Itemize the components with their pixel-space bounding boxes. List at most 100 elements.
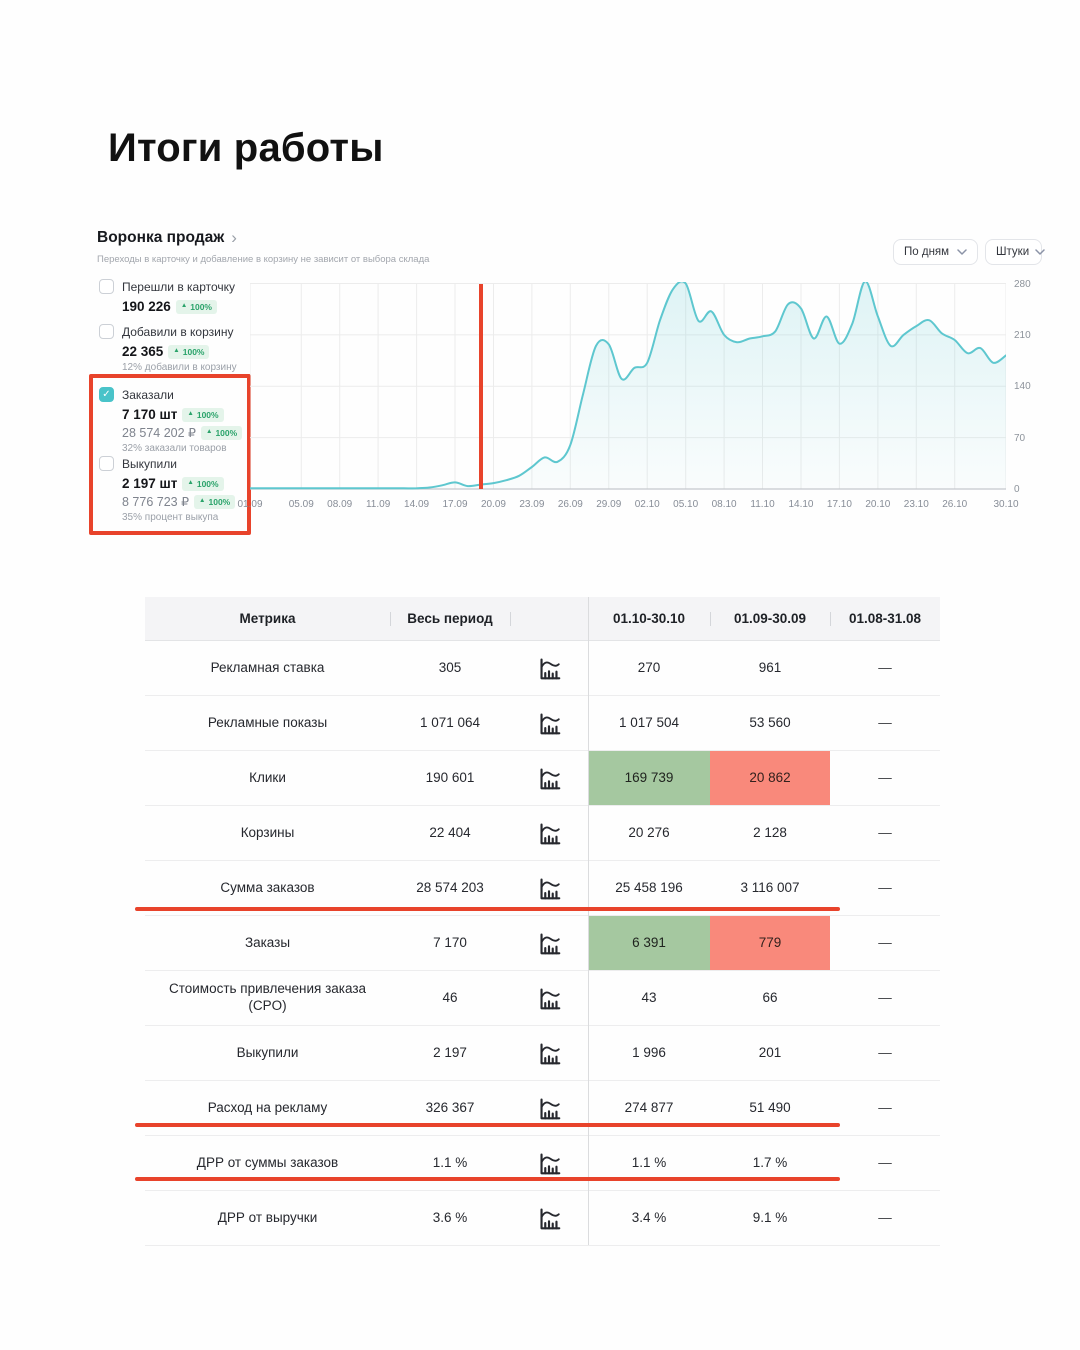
badge-value: 100% <box>208 496 231 507</box>
x-axis-label: 08.09 <box>327 499 353 510</box>
cell-total: 326 367 <box>425 1099 475 1115</box>
funnel-metric-head: Выкупили <box>99 456 264 471</box>
units-dropdown[interactable]: Штуки <box>985 239 1045 265</box>
cell-period-oct: 25 458 196 <box>615 879 683 895</box>
metric-checkbox[interactable] <box>99 279 114 294</box>
cell-period-aug: — <box>878 934 892 950</box>
x-axis-label: 26.10 <box>942 499 968 510</box>
chart-icon <box>540 933 561 955</box>
chart-icon-button[interactable] <box>518 971 580 1025</box>
cell-chart <box>510 806 588 860</box>
growth-badge: ▲ 100% <box>182 476 224 491</box>
units-dropdown-label: Штуки <box>996 246 1030 258</box>
metric-checkbox[interactable]: ✓ <box>99 387 114 402</box>
chart-icon-button[interactable] <box>518 806 580 860</box>
header-total[interactable]: Весь период <box>390 597 510 640</box>
header-period-sep[interactable]: 01.09-30.09 <box>710 597 830 640</box>
period-dropdown[interactable]: По дням <box>893 239 978 265</box>
cell-period-aug: — <box>878 659 892 675</box>
chart-icon-button[interactable] <box>518 1081 580 1135</box>
cell-chart <box>510 1191 588 1245</box>
chart-icon <box>540 713 561 735</box>
badge-up-arrow-icon: ▲ <box>199 497 206 505</box>
growth-badge: ▲ 100% <box>194 494 236 509</box>
table-row: Заказы 7 170 6 391 779 — <box>145 915 940 970</box>
cell-period-oct: 1 996 <box>632 1044 666 1060</box>
funnel-metric: Выкупили 2 197 шт ▲ 100% 8 776 723 ₽ ▲ 100% 35%… <box>99 456 264 523</box>
badge-up-arrow-icon: ▲ <box>187 410 194 418</box>
metric-caption: 35% процент выкупа <box>122 512 219 523</box>
cell-chart <box>510 751 588 805</box>
metric-label: Выкупили <box>122 456 177 471</box>
cell-period-sep: 66 <box>762 989 778 1005</box>
chart-icon-button[interactable] <box>518 916 580 970</box>
annotation-underline <box>135 1177 840 1181</box>
cell-total: 46 <box>442 989 458 1005</box>
x-axis-label: 11.09 <box>365 499 391 510</box>
chart-icon-button[interactable] <box>518 641 580 695</box>
cell-period-oct: 274 877 <box>624 1099 674 1115</box>
x-axis-label: 05.10 <box>673 499 699 510</box>
cell-period-aug: — <box>878 879 892 895</box>
cell-period-sep: 779 <box>710 916 830 970</box>
badge-value: 100% <box>190 301 212 312</box>
header-period-oct[interactable]: 01.10-30.10 <box>612 611 686 626</box>
funnel-metric: Добавили в корзину 22 365 ▲ 100% 12% добавил… <box>99 324 264 373</box>
chart-icon-button[interactable] <box>518 1026 580 1080</box>
cell-period-aug: — <box>878 714 892 730</box>
cell-metric: ДРР от суммы заказов <box>196 1154 339 1170</box>
growth-badge: ▲ 100% <box>175 299 217 314</box>
y-axis-label: 210 <box>1014 329 1031 341</box>
badge-value: 100% <box>196 409 219 420</box>
metric-value: 28 574 202 ₽ <box>122 426 196 440</box>
x-axis-label: 26.09 <box>557 499 583 510</box>
cell-chart <box>510 1136 588 1190</box>
badge-up-arrow-icon: ▲ <box>173 347 180 355</box>
chart-icon-button[interactable] <box>518 1136 580 1190</box>
table-row: Рекламная ставка 305 270 961 — <box>145 641 940 695</box>
chart-icon-button[interactable] <box>518 696 580 750</box>
metric-label: Заказали <box>122 387 174 402</box>
metric-label: Добавили в корзину <box>122 324 234 339</box>
badge-value: 100% <box>196 478 219 489</box>
metric-checkbox[interactable] <box>99 324 114 339</box>
metric-checkbox[interactable] <box>99 456 114 471</box>
chart-icon-button[interactable] <box>518 861 580 915</box>
chart-icon-button[interactable] <box>518 751 580 805</box>
y-axis-label: 0 <box>1014 484 1020 495</box>
chevron-right-icon[interactable]: › <box>231 227 237 247</box>
cell-period-sep: 9.1 % <box>752 1209 788 1225</box>
cell-chart <box>510 916 588 970</box>
table-header-row: Метрика Весь период 01.10-30.10 01.09-30… <box>145 597 940 641</box>
chevron-down-icon <box>1035 249 1045 255</box>
sales-chart[interactable] <box>249 280 1007 490</box>
cell-total: 22 404 <box>429 824 471 840</box>
annotation-vline <box>479 284 483 489</box>
badge-value: 100% <box>215 427 238 438</box>
cell-chart <box>510 696 588 750</box>
cell-total: 7 170 <box>433 934 467 950</box>
x-axis-label: 14.09 <box>404 499 430 510</box>
metric-caption: 32% заказали товаров <box>122 443 227 454</box>
x-axis-label: 23.09 <box>519 499 545 510</box>
funnel-title[interactable]: Воронка продаж <box>97 229 225 246</box>
funnel-subtitle: Переходы в карточку и добавление в корзи… <box>97 254 430 265</box>
cell-metric: Корзины <box>240 824 295 840</box>
chart-area <box>250 281 1006 489</box>
funnel-metric-head: ✓ Заказали <box>99 387 264 402</box>
chart-icon <box>540 1208 561 1230</box>
cell-metric: Выкупили <box>236 1044 299 1060</box>
badge-up-arrow-icon: ▲ <box>187 479 194 487</box>
cell-period-oct: 1.1 % <box>631 1154 667 1170</box>
x-axis-label: 17.10 <box>826 499 852 510</box>
chart-icon-button[interactable] <box>518 1191 580 1245</box>
table-row: Выкупили 2 197 1 996 201 — <box>145 1025 940 1080</box>
cell-period-sep: 53 560 <box>749 714 791 730</box>
growth-badge: ▲ 100% <box>182 407 224 422</box>
header-period-aug[interactable]: 01.08-31.08 <box>830 597 940 640</box>
metric-value-line: 2 197 шт ▲ 100% <box>122 476 264 491</box>
funnel-header: Воронка продаж › Переходы в карточку и д… <box>97 227 430 266</box>
x-axis-label: 17.09 <box>442 499 468 510</box>
y-axis-label: 70 <box>1014 432 1026 444</box>
